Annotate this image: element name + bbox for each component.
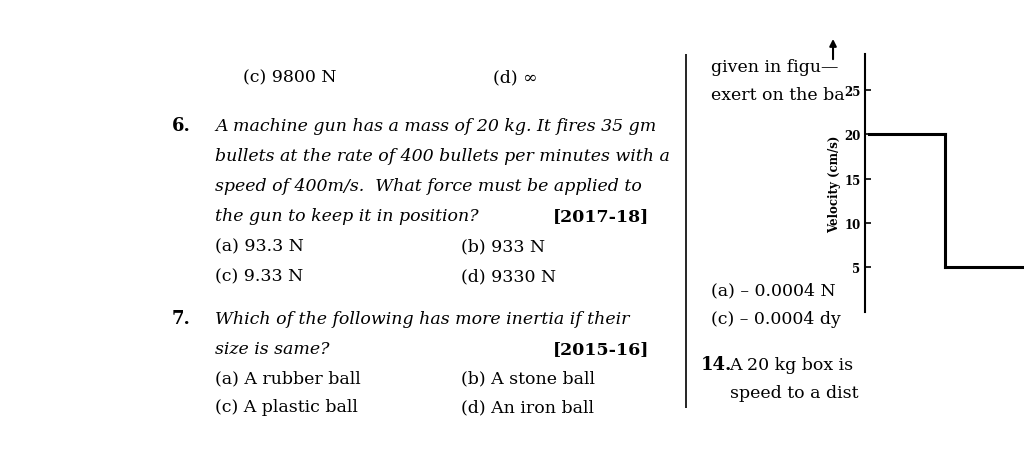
Text: speed of 400m/s.  What force must be applied to: speed of 400m/s. What force must be appl… (215, 177, 642, 194)
Text: (c) 9.33 N: (c) 9.33 N (215, 268, 303, 285)
Text: given in figu—: given in figu— (712, 59, 839, 76)
Text: [2017-18]: [2017-18] (553, 207, 649, 224)
Text: A 20 kg box is: A 20 kg box is (729, 356, 854, 373)
Text: 14.: 14. (701, 355, 732, 373)
Text: (c) – 0.0004 dy: (c) – 0.0004 dy (712, 310, 841, 327)
Text: Which of the following has more inertia if their: Which of the following has more inertia … (215, 310, 630, 327)
Text: (d) An iron ball: (d) An iron ball (461, 398, 594, 415)
Text: (c) A plastic ball: (c) A plastic ball (215, 398, 358, 415)
Text: size is same?: size is same? (215, 340, 330, 357)
Text: (c) 9800 N: (c) 9800 N (243, 70, 337, 87)
Text: bullets at the rate of 400 bullets per minutes with a: bullets at the rate of 400 bullets per m… (215, 147, 670, 164)
Text: [2015-16]: [2015-16] (553, 340, 649, 357)
Y-axis label: Velocity (cm/s): Velocity (cm/s) (828, 135, 842, 232)
Text: exert on the ba: exert on the ba (712, 87, 845, 104)
Text: (a) 93.3 N: (a) 93.3 N (215, 237, 304, 254)
Text: (a) – 0.0004 N: (a) – 0.0004 N (712, 282, 836, 299)
Text: (d) 9330 N: (d) 9330 N (461, 268, 556, 285)
Text: (b) A stone ball: (b) A stone ball (461, 370, 595, 387)
Text: 7.: 7. (172, 309, 190, 327)
Text: A machine gun has a mass of 20 kg. It fires 35 gm: A machine gun has a mass of 20 kg. It fi… (215, 118, 656, 134)
Text: the gun to keep it in position?: the gun to keep it in position? (215, 207, 479, 224)
Text: (d) ∞: (d) ∞ (494, 70, 538, 87)
Text: (b) 933 N: (b) 933 N (461, 237, 546, 254)
Text: 6.: 6. (172, 117, 190, 135)
Text: speed to a dist: speed to a dist (729, 384, 858, 401)
Text: (a) A rubber ball: (a) A rubber ball (215, 370, 361, 387)
